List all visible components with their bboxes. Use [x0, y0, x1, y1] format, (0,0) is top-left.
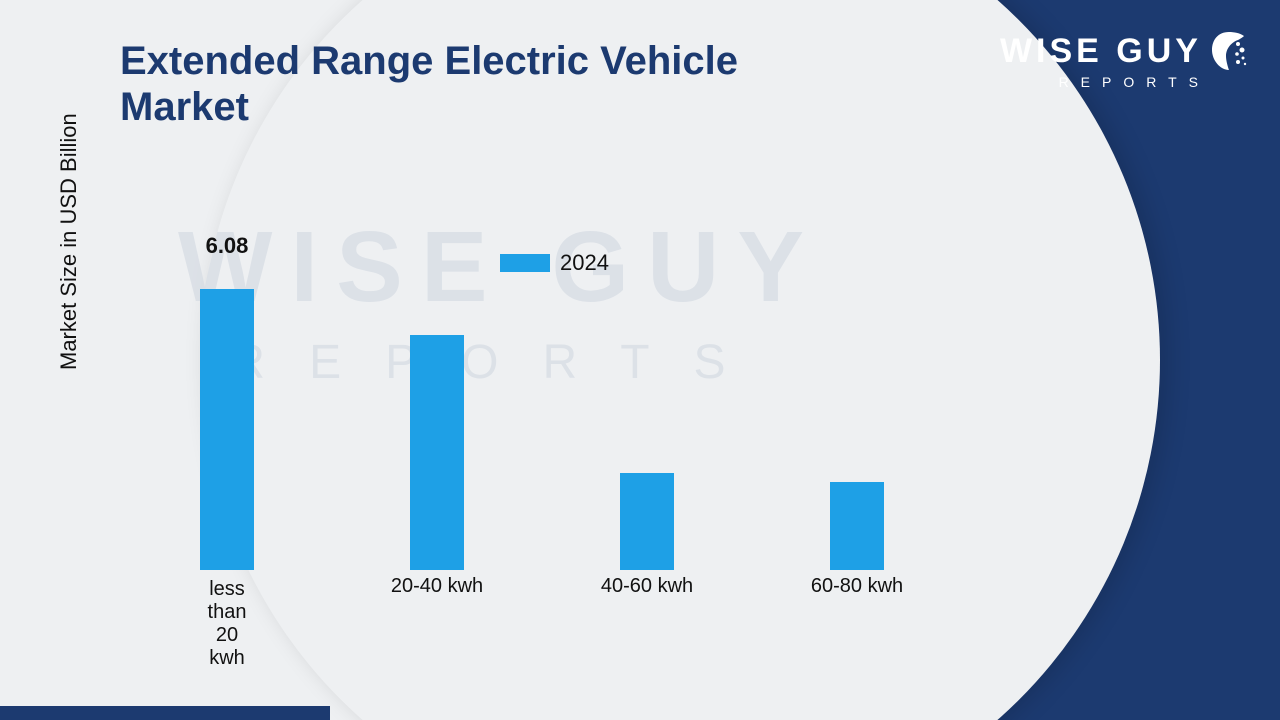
bar-chart: lessthan20kwh6.0820-40 kwh40-60 kwh60-80… — [140, 270, 940, 570]
bar — [620, 473, 674, 570]
x-tick-label: 20-40 kwh — [377, 575, 497, 598]
x-tick-label: 60-80 kwh — [797, 575, 917, 598]
page-title: Extended Range Electric Vehicle Market — [120, 38, 820, 130]
bar — [830, 482, 884, 570]
brand-text-1: WISE GUY — [1000, 32, 1202, 71]
bottom-strip — [0, 706, 330, 720]
chart-card: WISE GUY REPORTS Extended Range Electric… — [0, 0, 1280, 720]
x-tick-label: lessthan20kwh — [167, 578, 287, 670]
bar — [200, 289, 254, 570]
brand-line2: REPORTS — [980, 74, 1250, 90]
y-axis-label: Market Size in USD Billion — [56, 113, 82, 370]
x-tick-label: 40-60 kwh — [587, 575, 707, 598]
brand-line1: WISE GUY — [980, 30, 1250, 72]
brand-head-icon — [1208, 30, 1250, 72]
brand-logo: WISE GUY REPORTS — [980, 30, 1250, 90]
bar — [410, 335, 464, 570]
bar-value-label: 6.08 — [206, 233, 249, 259]
